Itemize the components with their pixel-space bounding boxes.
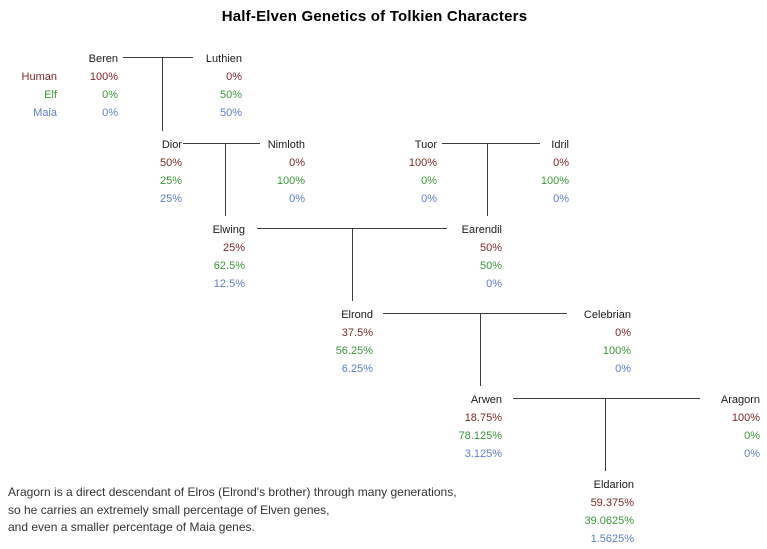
character-name: Earendil [461,224,502,236]
maia-percentage: 6.25% [341,363,373,375]
elf-percentage: 50% [479,260,502,272]
character-block-elwing: Elwing 25% 62.5% 12.5% [213,221,245,293]
footnote-line: Aragorn is a direct descendant of Elros … [8,485,457,499]
character-name: Arwen [470,394,502,406]
human-percentage: 100% [731,412,760,424]
character-name: Aragorn [720,394,760,406]
couple-line-elrond-celebrian [383,313,567,314]
elf-percentage: 100% [540,175,569,187]
descent-line-eldarion [605,398,606,471]
elf-percentage: 0% [421,175,437,187]
character-name: Beren [88,53,118,65]
elf-percentage: 0% [744,430,760,442]
character-block-tuor: Tuor 100% 0% 0% [409,136,437,208]
character-name: Nimloth [267,139,305,151]
character-name: Dior [161,139,182,151]
character-block-aragorn: Aragorn 100% 0% 0% [721,391,760,463]
human-percentage: 25% [222,242,245,254]
maia-percentage: 0% [553,193,569,205]
descent-line-arwen [480,313,481,386]
maia-percentage: 0% [102,107,118,119]
elf-percentage: 62.5% [213,260,245,272]
character-block-elrond: Elrond 37.5% 56.25% 6.25% [336,306,373,378]
human-percentage: 0% [553,157,569,169]
character-block-arwen: Arwen 18.75% 78.125% 3.125% [459,391,502,463]
human-percentage: 50% [479,242,502,254]
character-name: Celebrian [583,309,631,321]
elf-percentage: 39.0625% [584,515,634,527]
human-percentage: 37.5% [341,327,373,339]
species-label-maia: Maia [33,107,57,119]
species-label-human: Human [21,71,57,83]
human-percentage: 0% [289,157,305,169]
elf-percentage: 100% [276,175,305,187]
human-percentage: 0% [615,327,631,339]
maia-percentage: 3.125% [464,448,502,460]
human-percentage: 59.375% [590,497,634,509]
character-block-idril: Idril 0% 100% 0% [541,136,569,208]
elf-percentage: 56.25% [335,345,373,357]
couple-line-arwen-aragorn [513,398,700,399]
maia-percentage: 50% [219,107,242,119]
elf-percentage: 25% [159,175,182,187]
character-name: Idril [551,139,569,151]
human-percentage: 100% [408,157,437,169]
footnote: Aragorn is a direct descendant of Elros … [8,484,457,537]
maia-percentage: 0% [744,448,760,460]
species-legend: Human Elf Maia [22,68,57,122]
footnote-line: so he carries an extremely small percent… [8,502,330,517]
couple-line-dior-nimloth [183,143,260,144]
human-percentage: 0% [226,71,242,83]
descent-line-earendil [487,143,488,216]
character-name: Elwing [212,224,245,236]
maia-percentage: 25% [159,193,182,205]
elf-percentage: 50% [219,89,242,101]
elf-percentage: 78.125% [458,430,502,442]
human-percentage: 50% [159,157,182,169]
character-block-celebrian: Celebrian 0% 100% 0% [584,306,631,378]
elf-percentage: 100% [602,345,631,357]
couple-line-tuor-idril [442,143,540,144]
character-block-beren: Beren 100% 0% 0% [89,50,118,122]
couple-line-beren-luthien [123,57,193,58]
character-block-nimloth: Nimloth 0% 100% 0% [268,136,305,208]
descent-line-elrond [352,228,353,301]
species-label-elf: Elf [44,89,57,101]
descent-line-dior [162,57,163,131]
character-name: Tuor [414,139,437,151]
character-block-dior: Dior 50% 25% 25% [160,136,182,208]
character-block-luthien: Luthien 0% 50% 50% [206,50,242,122]
human-percentage: 100% [89,71,118,83]
human-percentage: 18.75% [464,412,502,424]
character-block-earendil: Earendil 50% 50% 0% [462,221,502,293]
character-name: Eldarion [593,479,634,491]
maia-percentage: 0% [421,193,437,205]
maia-percentage: 0% [486,278,502,290]
maia-percentage: 0% [615,363,631,375]
footnote-line: and even a smaller percentage of Maia ge… [8,520,255,534]
maia-percentage: 1.5625% [590,533,634,545]
character-block-eldarion: Eldarion 59.375% 39.0625% 1.5625% [584,476,634,548]
maia-percentage: 12.5% [213,278,245,290]
character-name: Elrond [341,309,373,321]
character-name: Luthien [205,53,242,65]
descent-line-elwing [225,143,226,216]
page-title: Half-Elven Genetics of Tolkien Character… [221,8,528,25]
maia-percentage: 0% [289,193,305,205]
elf-percentage: 0% [102,89,118,101]
